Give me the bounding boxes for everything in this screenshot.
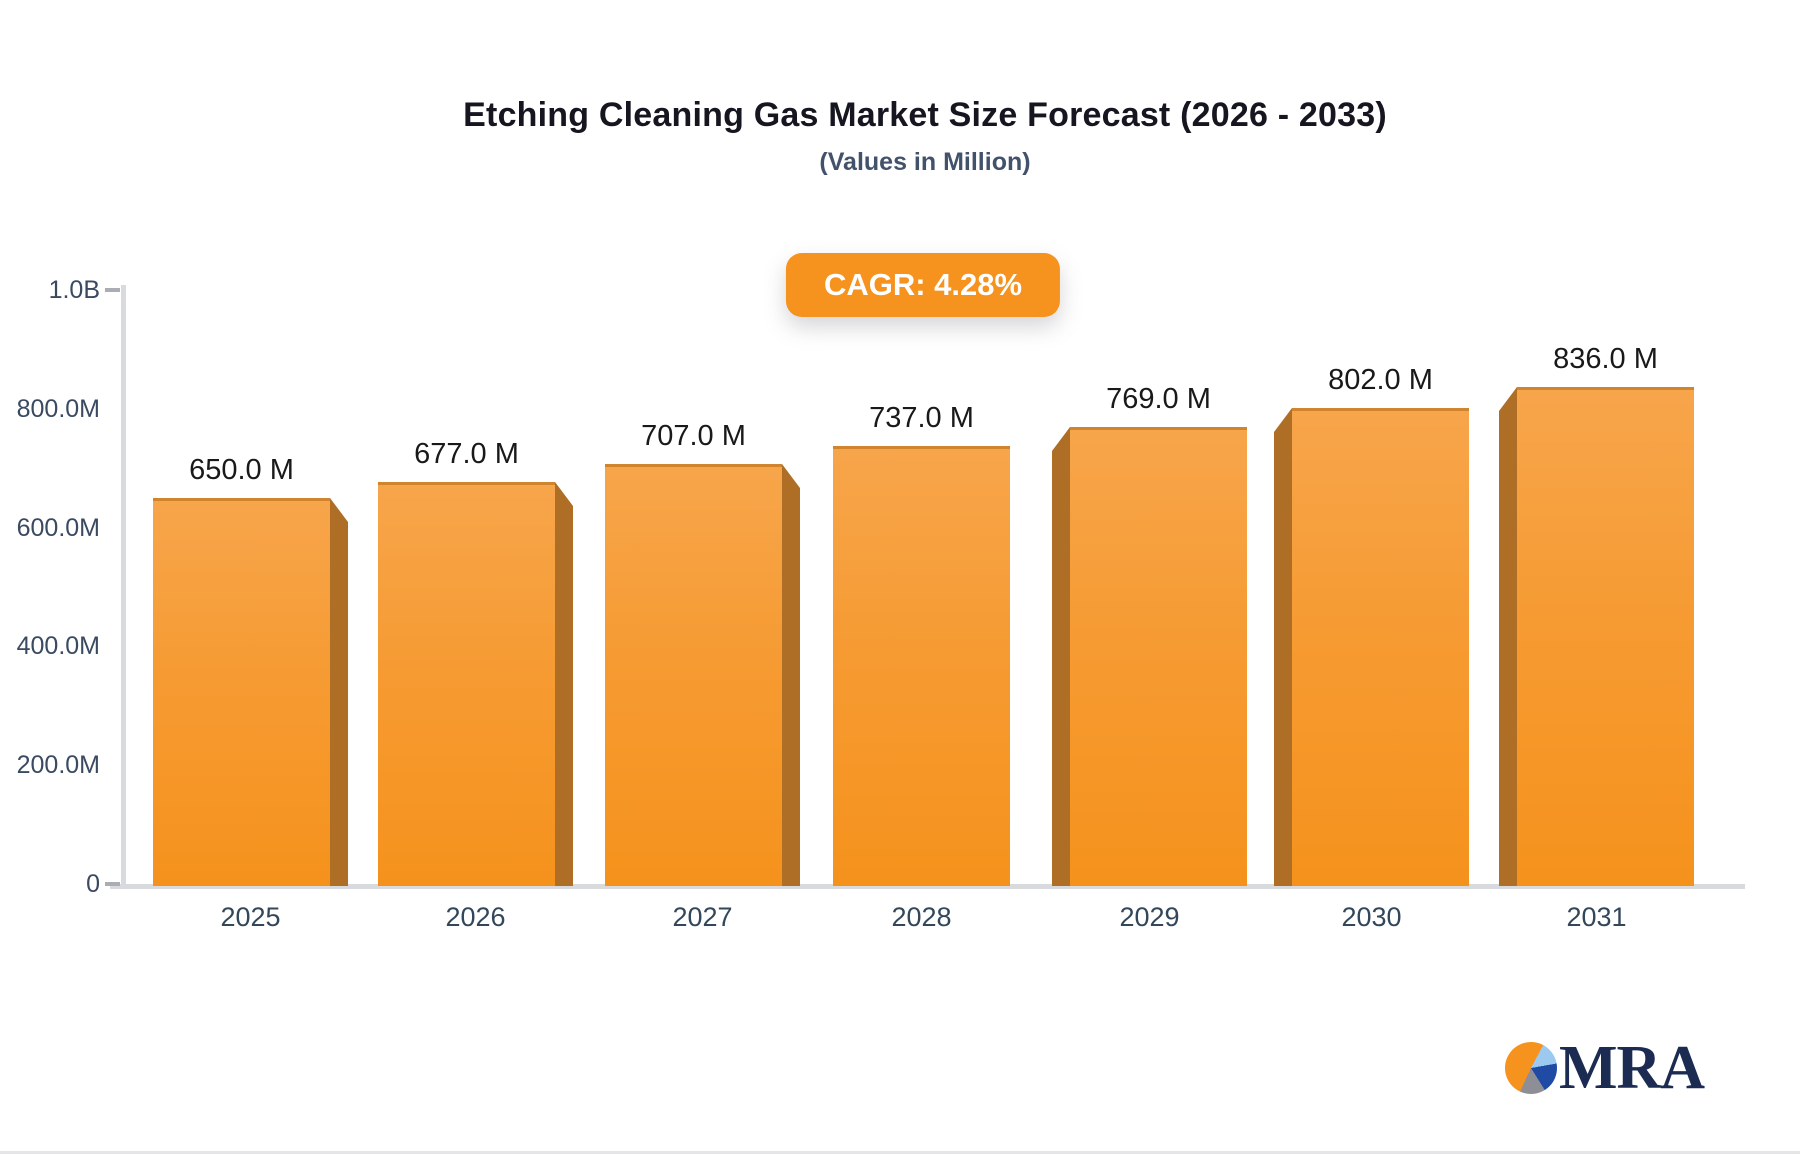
x-axis-tick-label: 2026 — [445, 902, 506, 932]
y-axis-tick-label: 200.0M — [16, 751, 100, 779]
x-axis-tick-label: 2029 — [1119, 902, 1180, 932]
bar-value-label: 677.0 M — [414, 438, 519, 470]
brand-logo-text: MRA — [1559, 1034, 1705, 1102]
cagr-badge: CAGR: 4.28% — [785, 253, 1061, 317]
bar-top-bevel — [555, 482, 573, 506]
bar-2028[interactable] — [833, 446, 1010, 886]
bar-value-label: 802.0 M — [1328, 364, 1433, 396]
x-axis-tick-label: 2027 — [672, 902, 733, 932]
bar-side-face — [1274, 432, 1292, 886]
pie-chart-icon — [1505, 1042, 1557, 1094]
chart-subtitle: (Values in Million) — [819, 148, 1031, 176]
bar-top-bevel — [1499, 387, 1517, 411]
x-axis-tick-label: 2031 — [1566, 902, 1627, 932]
x-axis-tick-label: 2025 — [220, 902, 281, 932]
y-axis-tick-label: 1.0B — [48, 276, 100, 304]
y-axis-tick-mark — [105, 882, 120, 886]
bar-2029[interactable] — [1070, 427, 1247, 886]
bar-side-face — [1052, 451, 1070, 886]
brand-logo: MRA — [1505, 1034, 1705, 1102]
bar-top-bevel — [330, 498, 348, 522]
bar-value-label: 707.0 M — [641, 420, 746, 452]
bar-side-face — [1499, 411, 1517, 886]
bar-2025[interactable] — [153, 498, 330, 886]
bar-2027[interactable] — [605, 464, 782, 886]
bar-2031[interactable] — [1517, 387, 1694, 886]
bar-value-label: 650.0 M — [189, 454, 294, 486]
bar-2026[interactable] — [378, 482, 555, 886]
bar-top-bevel — [782, 464, 800, 488]
bar-2030[interactable] — [1292, 408, 1469, 886]
bar-top-bevel — [1274, 408, 1292, 432]
x-axis-line — [110, 884, 1745, 889]
y-axis-tick-label: 600.0M — [16, 514, 100, 542]
bar-side-face — [555, 506, 573, 886]
page-bottom-divider — [0, 1151, 1800, 1154]
bar-top-bevel — [1052, 427, 1070, 451]
bar-value-label: 836.0 M — [1553, 343, 1658, 375]
chart-title: Etching Cleaning Gas Market Size Forecas… — [463, 96, 1387, 134]
bar-value-label: 769.0 M — [1106, 383, 1211, 415]
bar-side-face — [330, 522, 348, 886]
x-axis-tick-label: 2028 — [891, 902, 952, 932]
y-axis-tick-label: 0 — [86, 870, 100, 898]
bar-value-label: 737.0 M — [869, 402, 974, 434]
y-axis-line — [121, 285, 126, 884]
y-axis-tick-label: 400.0M — [16, 632, 100, 660]
y-axis-tick-mark — [105, 288, 120, 292]
x-axis-tick-label: 2030 — [1341, 902, 1402, 932]
bar-side-face — [782, 488, 800, 886]
y-axis-tick-label: 800.0M — [16, 395, 100, 423]
